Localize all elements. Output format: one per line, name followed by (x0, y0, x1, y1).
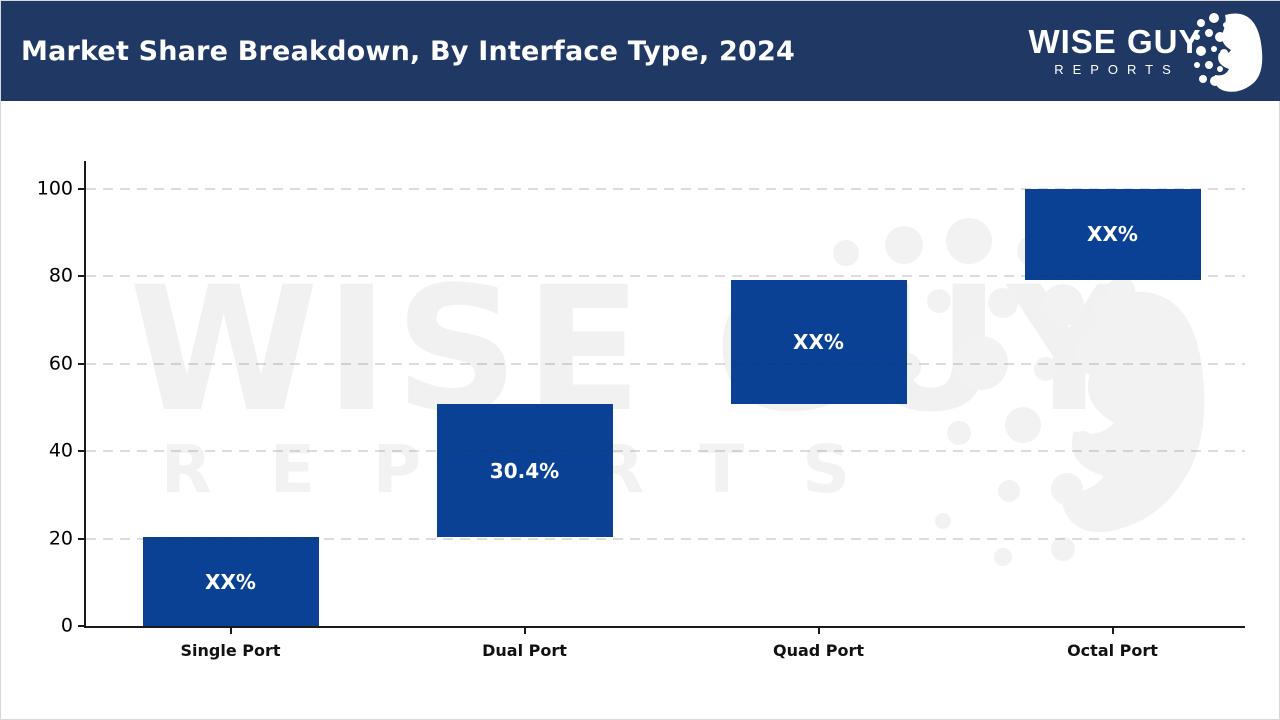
logo-wiseguy-text: WISE GUY (1028, 23, 1202, 60)
gridline-40 (86, 450, 1245, 452)
x-axis-line (84, 626, 1245, 628)
gridline-80 (86, 275, 1245, 277)
y-tick-label-60: 60 (48, 352, 73, 374)
y-tick-mark-0 (78, 625, 86, 627)
bar-dual-port (436, 404, 613, 538)
x-tick-label-2: Quad Port (772, 641, 865, 660)
y-tick-label-80: 80 (48, 264, 73, 287)
logo-text: WISE GUY REPORTS (1025, 23, 1205, 78)
x-tick-label-3: Octal Port (1067, 641, 1158, 660)
bar-value-label-3: XX% (1087, 222, 1138, 247)
bar-value-label-0: XX% (205, 569, 256, 594)
x-tick-mark-1 (523, 626, 526, 634)
bar-value-label-2: XX% (793, 330, 844, 355)
gridline-60 (86, 362, 1245, 365)
y-tick-label-100: 100 (36, 177, 73, 199)
bar-single-port (142, 537, 319, 626)
gridline-20 (86, 537, 1245, 540)
header-bar: Market Share Breakdown, By Interface Typ… (1, 1, 1280, 101)
y-tick-mark-80 (78, 275, 86, 277)
x-tick-label-0: Single Port (180, 641, 281, 660)
chart-title: Market Share Breakdown, By Interface Typ… (21, 35, 795, 67)
logo-head-icon (1194, 13, 1263, 92)
bar-value-label-1: 30.4% (489, 458, 560, 483)
y-tick-mark-40 (78, 450, 86, 452)
wise-guy-reports-logo: WISE GUY REPORTS (1025, 9, 1265, 93)
y-tick-label-40: 40 (48, 439, 73, 462)
bar-octal-port (1024, 188, 1201, 281)
x-tick-mark-2 (817, 626, 820, 634)
x-tick-mark-3 (1111, 626, 1114, 634)
y-tick-mark-60 (78, 362, 86, 365)
gridline-100 (86, 187, 1245, 190)
y-tick-mark-20 (78, 537, 86, 540)
y-tick-mark-100 (78, 187, 86, 190)
y-tick-label-20: 20 (48, 527, 73, 549)
logo-reports-text: REPORTS (1054, 62, 1180, 77)
y-tick-label-0: 0 (60, 614, 73, 637)
x-tick-mark-0 (229, 626, 232, 634)
x-tick-label-1: Dual Port (482, 641, 567, 660)
y-axis-line (84, 161, 86, 628)
